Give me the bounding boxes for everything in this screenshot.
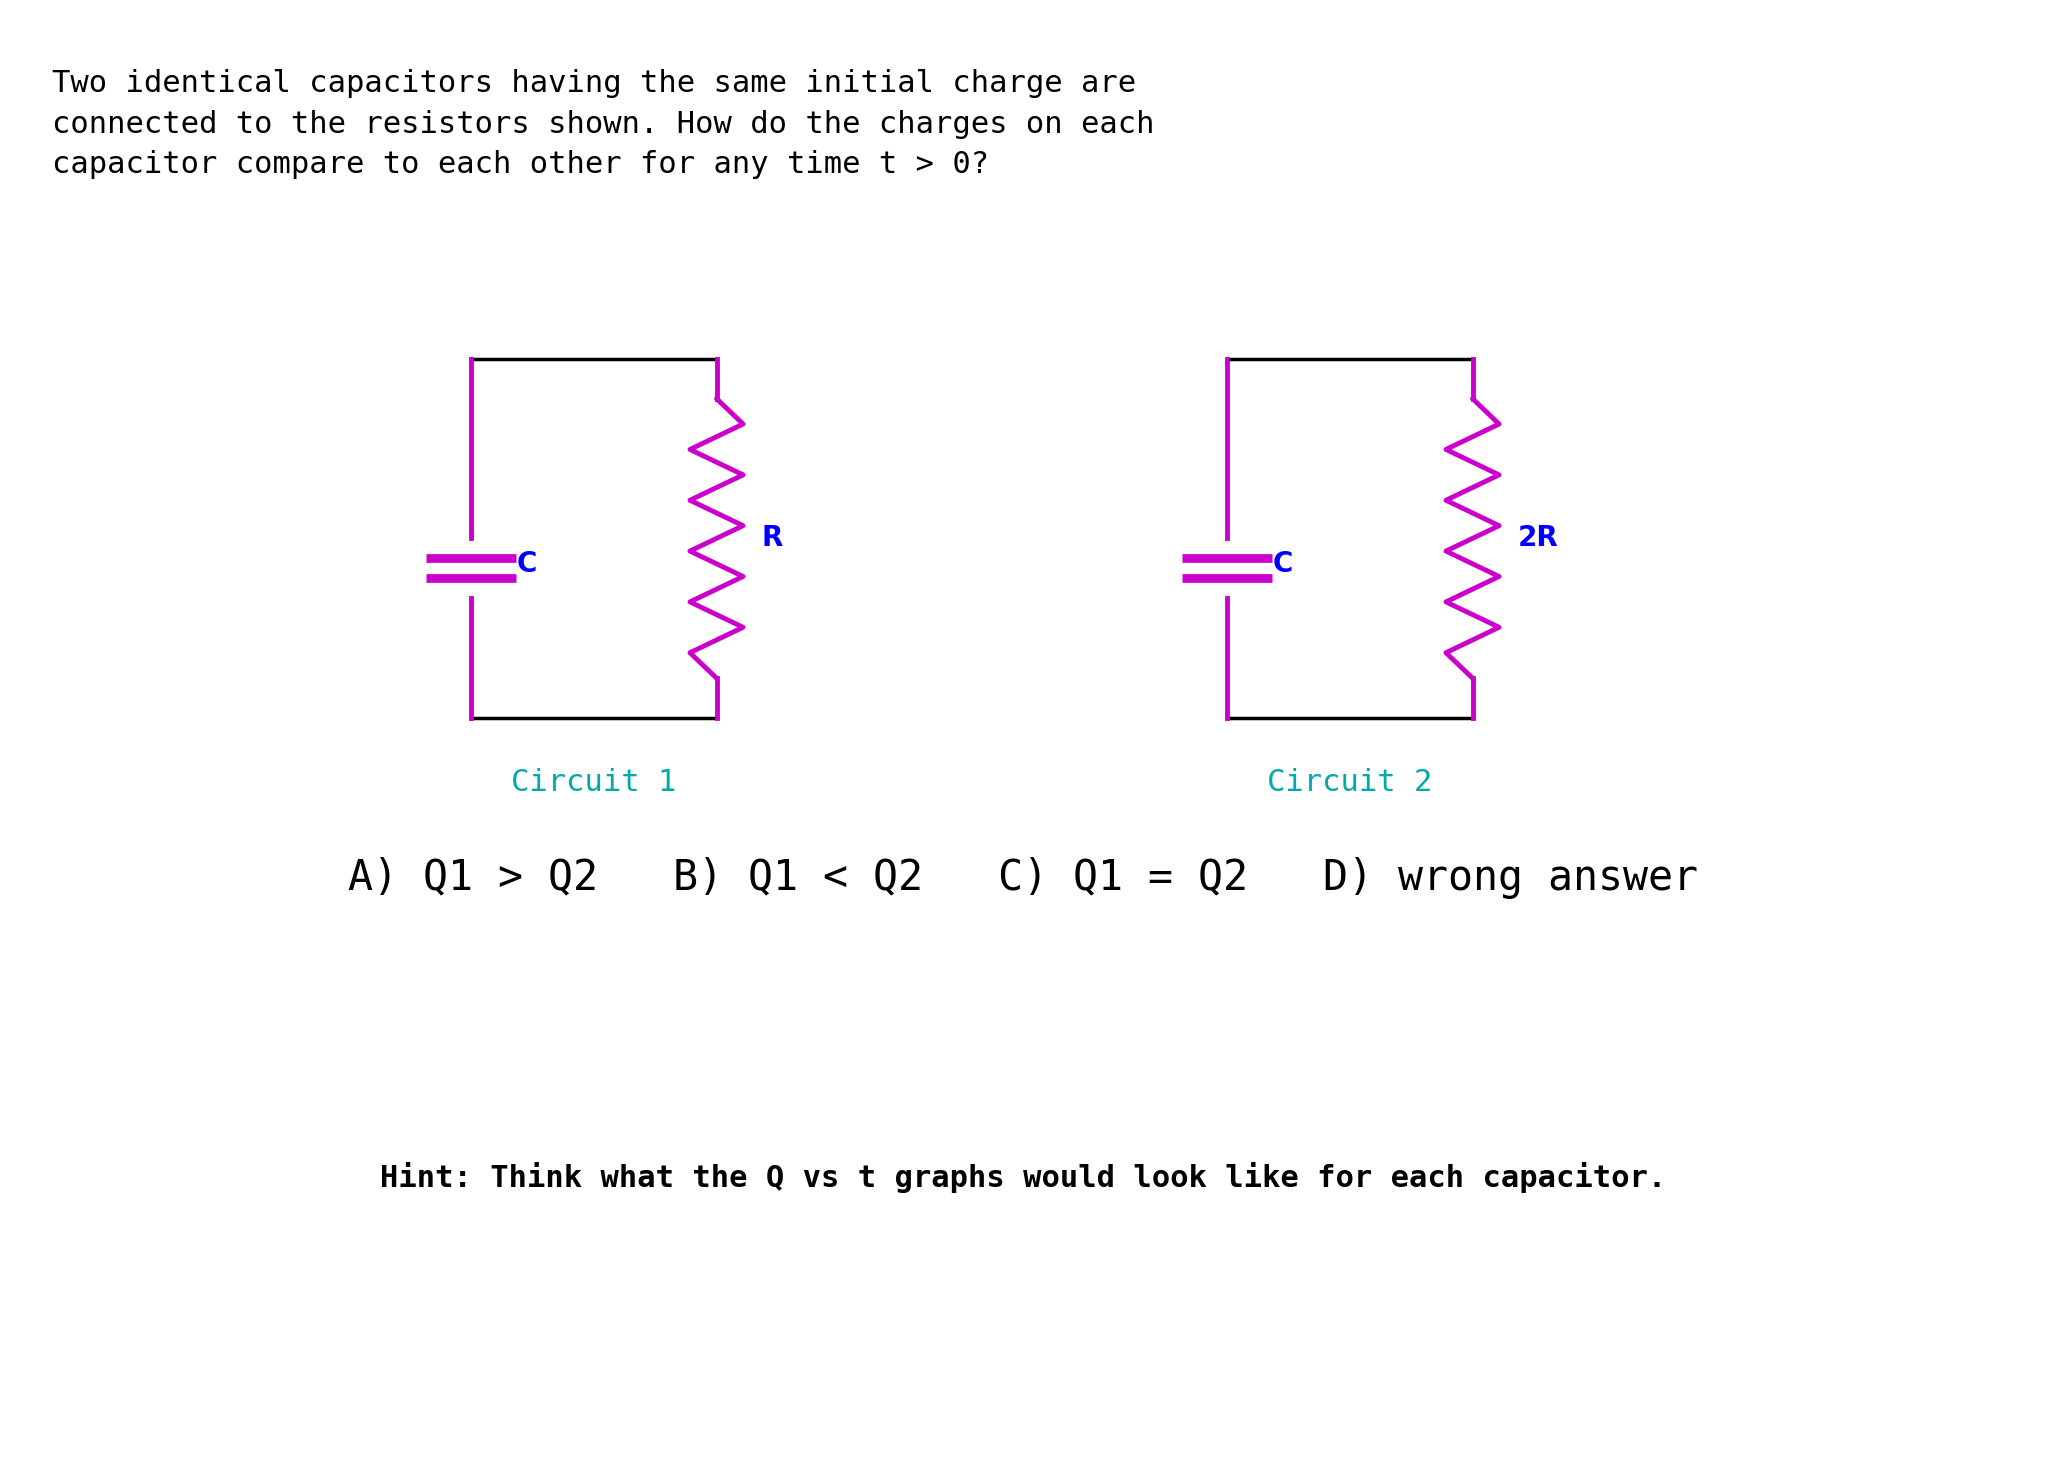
Text: R: R (761, 525, 784, 553)
Text: 2R: 2R (1518, 525, 1559, 553)
Text: Two identical capacitors having the same initial charge are
connected to the res: Two identical capacitors having the same… (53, 69, 1156, 179)
Text: Hint: Think what the Q vs t graphs would look like for each capacitor.: Hint: Think what the Q vs t graphs would… (381, 1162, 1665, 1193)
Text: A) Q1 > Q2   B) Q1 < Q2   C) Q1 = Q2   D) wrong answer: A) Q1 > Q2 B) Q1 < Q2 C) Q1 = Q2 D) wron… (348, 857, 1698, 899)
Text: C: C (1273, 550, 1293, 578)
Text: Circuit 2: Circuit 2 (1266, 769, 1432, 797)
Text: C: C (516, 550, 536, 578)
Text: Circuit 1: Circuit 1 (512, 769, 677, 797)
